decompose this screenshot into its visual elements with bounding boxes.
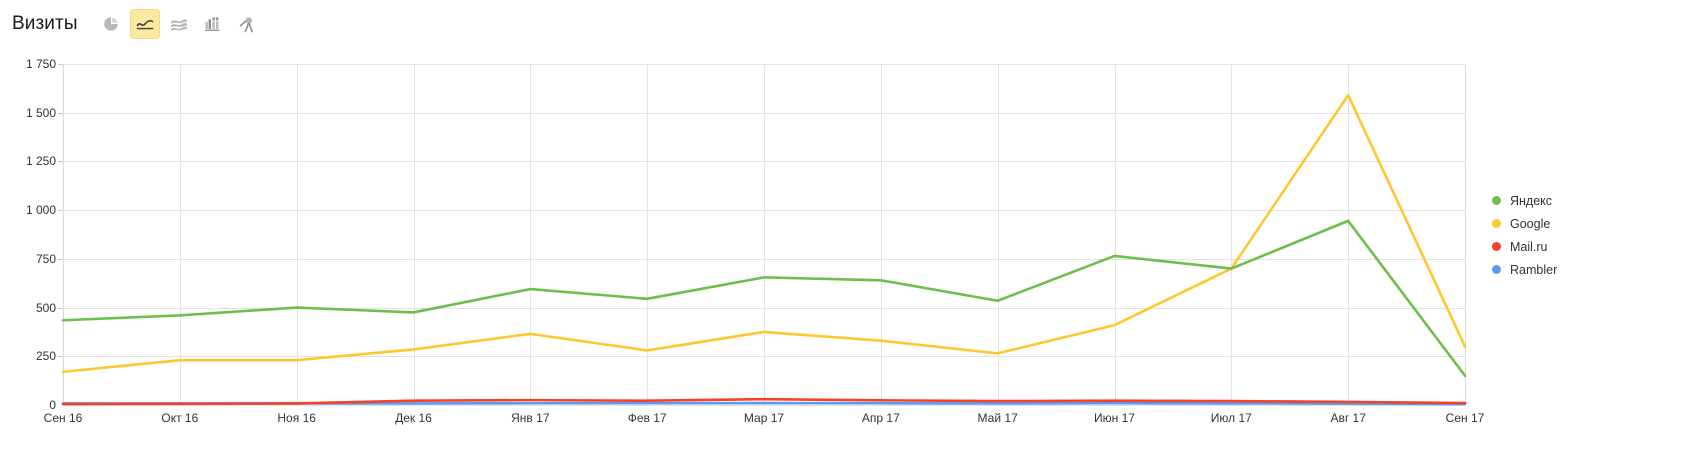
- y-axis-tick-label: 1 000: [25, 203, 56, 218]
- series-line: [61, 93, 1467, 374]
- chart-type-map-button[interactable]: [232, 9, 262, 39]
- series-line: [61, 219, 1467, 378]
- legend-item[interactable]: Rambler: [1492, 258, 1557, 281]
- x-axis-tick-label: Июл 17: [1210, 411, 1252, 425]
- legend-color-dot: [1492, 219, 1501, 228]
- gridline-vertical: [1231, 64, 1233, 405]
- legend-item-label: Rambler: [1510, 262, 1558, 277]
- y-axis-tick-label: 250: [35, 349, 56, 364]
- x-axis-tick-label: Мар 17: [743, 411, 785, 425]
- x-axis-tick-label: Авг 17: [1330, 411, 1366, 425]
- x-axis-tick-label: Сен 17: [1445, 411, 1485, 425]
- gridline: [63, 405, 1465, 406]
- x-axis-tick-label: Апр 17: [861, 411, 900, 425]
- x-axis-tick-label: Ноя 16: [277, 411, 316, 425]
- legend-item[interactable]: Яндекс: [1492, 189, 1557, 212]
- chart-legend: Яндекс Google Mail.ru Rambler: [1492, 189, 1557, 281]
- x-axis-tick-label: Янв 17: [511, 411, 550, 425]
- y-axis-tick-mark: [58, 210, 63, 212]
- x-axis-tick-label: Окт 16: [161, 411, 199, 425]
- area-chart-icon: [170, 16, 188, 32]
- bar-chart-icon: [204, 16, 221, 32]
- y-axis-line: [63, 64, 64, 405]
- gridline-vertical: [1114, 64, 1116, 405]
- gridline-vertical: [1348, 64, 1350, 405]
- y-axis-tick-label: 0: [49, 398, 56, 412]
- x-axis-tick-label: Фев 17: [627, 411, 667, 425]
- series-lines: [61, 93, 1467, 406]
- legend-item[interactable]: Mail.ru: [1492, 235, 1557, 258]
- y-axis-tick-mark: [58, 307, 63, 309]
- legend-item-label: Google: [1510, 216, 1551, 231]
- gridline-vertical: [296, 64, 298, 405]
- legend-item-label: Яндекс: [1510, 193, 1553, 208]
- series-line: [61, 397, 1467, 406]
- visits-line-chart: 0 250 500 750 1 000 1 250 1 500 1 750 Сен 16 Окт…: [0, 48, 1692, 470]
- chart-type-pie-button[interactable]: [96, 9, 126, 39]
- plot-right-border: [1465, 64, 1466, 405]
- gridline-vertical: [647, 64, 649, 405]
- gridline-vertical: [997, 64, 999, 405]
- chart-toolbar: Визиты: [0, 0, 1692, 48]
- y-axis-tick-mark: [58, 258, 63, 260]
- gridline-vertical: [530, 64, 532, 405]
- chart-type-line-button[interactable]: [129, 9, 160, 39]
- y-axis-tick-mark: [58, 161, 63, 163]
- line-chart-icon: [136, 16, 154, 32]
- gridline-vertical: [179, 64, 181, 405]
- chart-type-area-button[interactable]: [164, 9, 194, 39]
- page-title: Визиты: [12, 13, 78, 34]
- y-axis-tick-mark: [58, 356, 63, 358]
- y-axis-tick-label: 500: [35, 300, 56, 315]
- y-axis-tick-label: 750: [35, 251, 56, 266]
- chart-type-button-group: [96, 9, 262, 39]
- plot-area: [61, 64, 1467, 406]
- y-axis-tick-mark: [58, 64, 63, 65]
- map-pin-icon: [239, 16, 255, 33]
- y-axis-tick-label: 1 250: [25, 154, 56, 169]
- legend-color-dot: [1492, 265, 1501, 274]
- x-axis-tick-label: Июн 17: [1094, 411, 1135, 425]
- legend-color-dot: [1492, 242, 1501, 251]
- legend-item[interactable]: Google: [1492, 212, 1557, 235]
- x-axis-tick-label: Май 17: [977, 411, 1018, 425]
- y-axis-tick-label: 1 750: [25, 57, 56, 71]
- legend-color-dot: [1492, 196, 1501, 205]
- y-axis-tick-mark: [58, 112, 63, 114]
- gridline-vertical: [880, 64, 882, 405]
- chart-type-bar-button[interactable]: [198, 9, 228, 39]
- legend-item-label: Mail.ru: [1510, 239, 1548, 254]
- y-axis-tick-label: 1 500: [25, 105, 56, 120]
- x-axis-tick-label: Дек 16: [395, 411, 432, 425]
- gridline-vertical: [764, 64, 765, 405]
- gridline-vertical: [413, 64, 415, 405]
- pie-chart-icon: [103, 16, 119, 32]
- x-axis-tick-label: Сен 16: [43, 411, 83, 425]
